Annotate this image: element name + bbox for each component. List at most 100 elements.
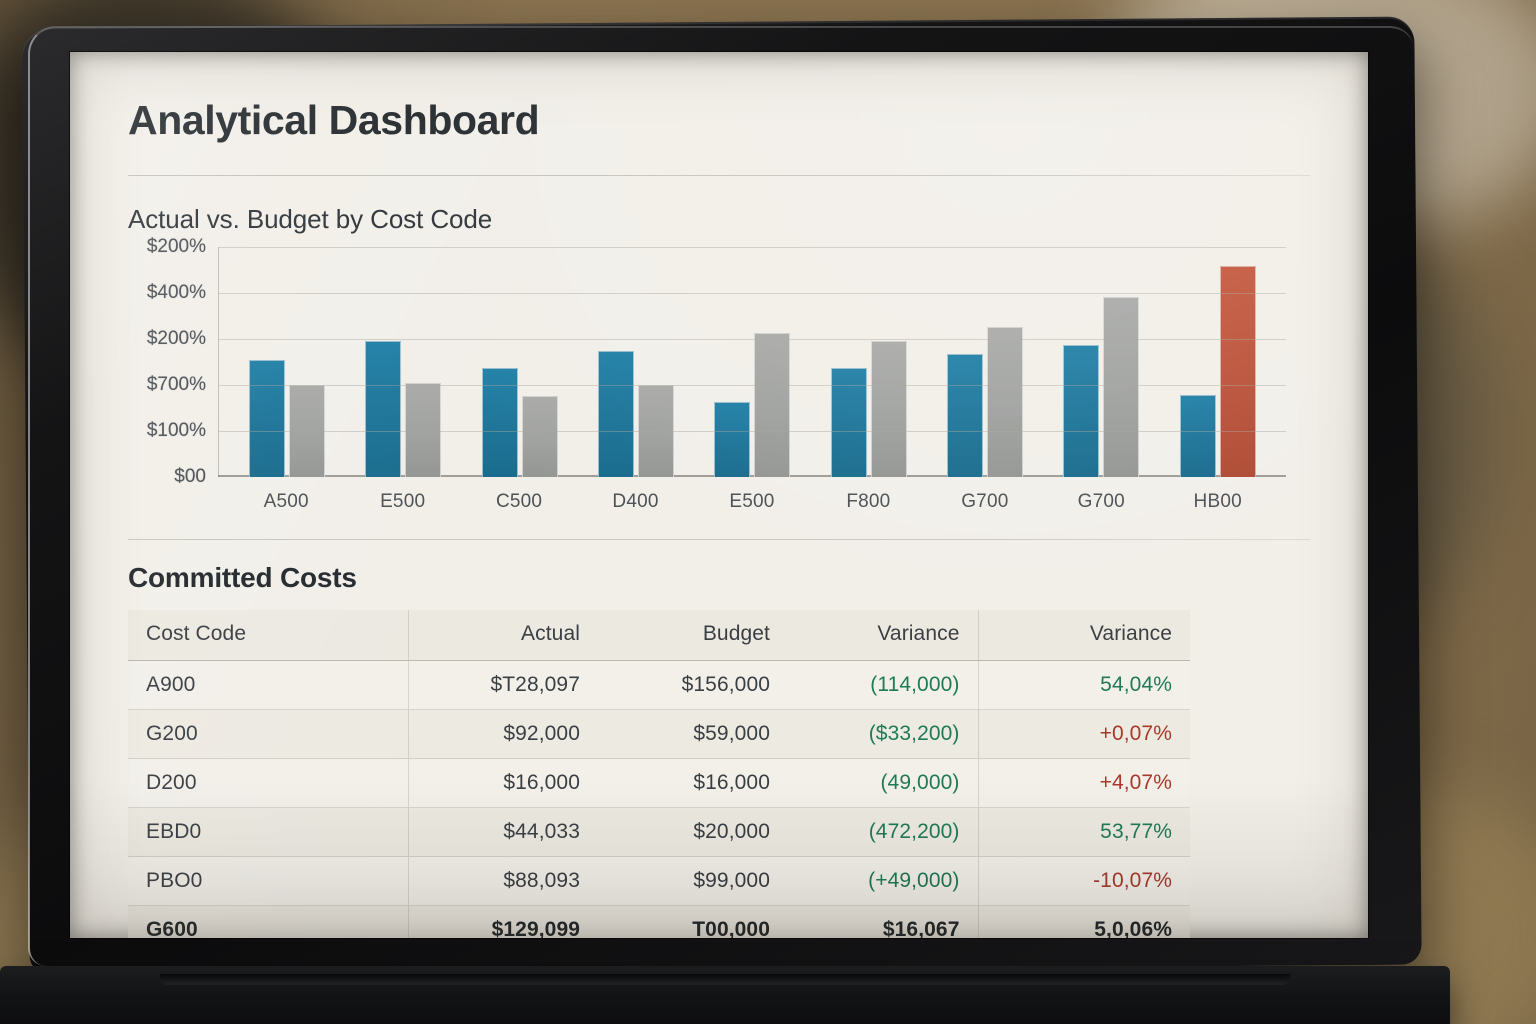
x-axis-tick-label: G700 — [961, 491, 1009, 512]
cell-variance: ($33,200) — [788, 709, 978, 759]
y-axis-tick-label: $00 — [174, 466, 206, 487]
actual-vs-budget-chart: $200% $400% $200% $700% $100% $00 A500 E500 C50… — [128, 236, 1310, 527]
cell-variance-pct: 53,77% — [977, 807, 1190, 857]
table-row[interactable]: G600 $129,099 T00,000 $16,067 5,0,06% — [128, 905, 1190, 938]
chart-bar-group — [714, 247, 791, 477]
table-row[interactable]: G200 $92,000 $59,000 ($33,200) +0,07% — [128, 709, 1190, 759]
table-header: Cost Code Actual Budget Variance Varianc… — [128, 610, 1190, 661]
cell-budget: $156,000 — [598, 660, 788, 710]
chart-baseline — [218, 475, 1286, 477]
chart-bar-actual[interactable] — [249, 360, 286, 477]
chart-bar-group — [830, 247, 907, 477]
chart-gridline — [219, 293, 1286, 294]
chart-plot-area — [218, 247, 1286, 477]
cell-actual: $16,000 — [407, 758, 598, 808]
table-title: Committed Costs — [128, 562, 357, 593]
x-axis-tick-label: HB00 — [1193, 491, 1242, 512]
column-header-actual[interactable]: Actual — [407, 610, 598, 661]
cell-budget: $99,000 — [598, 856, 788, 906]
cell-variance: (+49,000) — [788, 856, 978, 906]
y-axis-tick-label: $200% — [146, 328, 206, 349]
chart-bar-budget[interactable] — [405, 383, 442, 477]
cell-cost-code: EBD0 — [128, 807, 408, 857]
cell-cost-code: PBO0 — [128, 856, 408, 906]
cell-variance: (114,000) — [788, 660, 978, 710]
section-divider — [128, 539, 1310, 540]
table-body: A900 $T28,097 $156,000 (114,000) 54,04% G200 $… — [128, 660, 1190, 938]
cell-variance: (49,000) — [788, 758, 978, 808]
chart-y-axis: $200% $400% $200% $700% $100% $00 — [128, 236, 206, 487]
page-title: Analytical Dashboard — [128, 97, 540, 143]
x-axis-tick-label: E500 — [380, 491, 426, 512]
cell-budget: $16,000 — [598, 758, 788, 808]
table-row[interactable]: D200 $16,000 $16,000 (49,000) +4,07% — [128, 758, 1190, 808]
table-row[interactable]: A900 $T28,097 $156,000 (114,000) 54,04% — [128, 660, 1190, 710]
cell-variance-pct: 5,0,06% — [977, 905, 1190, 938]
column-header-cost-code[interactable]: Cost Code — [128, 610, 408, 661]
chart-bar-groups — [219, 247, 1286, 477]
x-axis-tick-label: F800 — [846, 491, 891, 512]
chart-bar-actual[interactable] — [947, 354, 984, 477]
cell-cost-code: D200 — [128, 758, 408, 808]
y-axis-tick-label: $400% — [146, 282, 206, 303]
cell-budget: $59,000 — [598, 709, 788, 759]
x-axis-tick-label: G700 — [1077, 491, 1125, 512]
x-axis-tick-label: E500 — [729, 491, 775, 512]
chart-bar-actual[interactable] — [365, 341, 402, 477]
chart-bar-group — [947, 247, 1024, 477]
cell-variance: (472,200) — [788, 807, 978, 857]
column-header-budget[interactable]: Budget — [598, 610, 788, 661]
committed-costs-table: Cost Code Actual Budget Variance Varianc… — [128, 610, 1190, 938]
chart-bar-budget[interactable] — [521, 396, 558, 477]
chart-bar-group — [598, 247, 675, 477]
cell-variance-pct: 54,04% — [977, 660, 1190, 710]
cell-variance-pct: -10,07% — [977, 856, 1190, 906]
table-header-row: Cost Code Actual Budget Variance Varianc… — [128, 610, 1190, 661]
chart-bar-actual[interactable] — [598, 351, 635, 477]
cell-budget: T00,000 — [598, 905, 788, 938]
column-header-variance-pct[interactable]: Variance — [977, 610, 1190, 661]
x-axis-tick-label: D400 — [612, 491, 659, 512]
chart-bar-actual[interactable] — [1063, 345, 1100, 477]
chart-gridline — [219, 339, 1286, 340]
cell-actual: $92,000 — [407, 709, 598, 759]
chart-bar-group — [365, 247, 442, 477]
chart-gridline — [219, 385, 1286, 386]
chart-bar-group — [481, 247, 558, 477]
y-axis-tick-label: $700% — [146, 374, 206, 395]
title-divider — [128, 175, 1310, 176]
chart-bar-group — [1179, 247, 1256, 477]
laptop-screen: Analytical Dashboard Actual vs. Budget b… — [70, 52, 1368, 938]
chart-bar-actual[interactable] — [830, 368, 867, 477]
chart-gridline — [219, 431, 1286, 432]
cell-actual: $129,099 — [407, 905, 598, 938]
cell-cost-code: G200 — [128, 709, 408, 759]
chart-bar-budget[interactable] — [1219, 266, 1256, 477]
chart-bar-budget[interactable] — [289, 385, 326, 477]
chart-bar-actual[interactable] — [714, 402, 751, 477]
table-row[interactable]: EBD0 $44,033 $20,000 (472,200) 53,77% — [128, 807, 1190, 857]
chart-bar-budget[interactable] — [870, 341, 907, 477]
y-axis-tick-label: $200% — [146, 236, 206, 257]
laptop-hinge-notch — [160, 974, 1290, 985]
chart-bar-budget[interactable] — [1103, 297, 1140, 477]
cell-cost-code: A900 — [128, 660, 408, 710]
table-row[interactable]: PBO0 $88,093 $99,000 (+49,000) -10,07% — [128, 856, 1190, 906]
laptop-device: Analytical Dashboard Actual vs. Budget b… — [0, 16, 1450, 1024]
cell-budget: $20,000 — [598, 807, 788, 857]
cell-variance: $16,067 — [788, 905, 978, 938]
cell-actual: $T28,097 — [407, 660, 598, 710]
y-axis-tick-label: $100% — [146, 420, 206, 441]
x-axis-tick-label: C500 — [495, 491, 543, 512]
chart-bar-actual[interactable] — [481, 368, 518, 477]
chart-bar-budget[interactable] — [638, 385, 675, 477]
chart-gridline — [219, 247, 1286, 248]
chart-bar-budget[interactable] — [754, 333, 791, 477]
chart-bar-budget[interactable] — [987, 327, 1024, 477]
dashboard-page: Analytical Dashboard Actual vs. Budget b… — [70, 52, 1368, 938]
chart-bar-actual[interactable] — [1179, 395, 1216, 477]
column-header-variance[interactable]: Variance — [788, 610, 978, 661]
x-axis-tick-label: A500 — [263, 491, 309, 512]
cell-cost-code: G600 — [128, 905, 408, 938]
chart-title: Actual vs. Budget by Cost Code — [128, 204, 493, 234]
